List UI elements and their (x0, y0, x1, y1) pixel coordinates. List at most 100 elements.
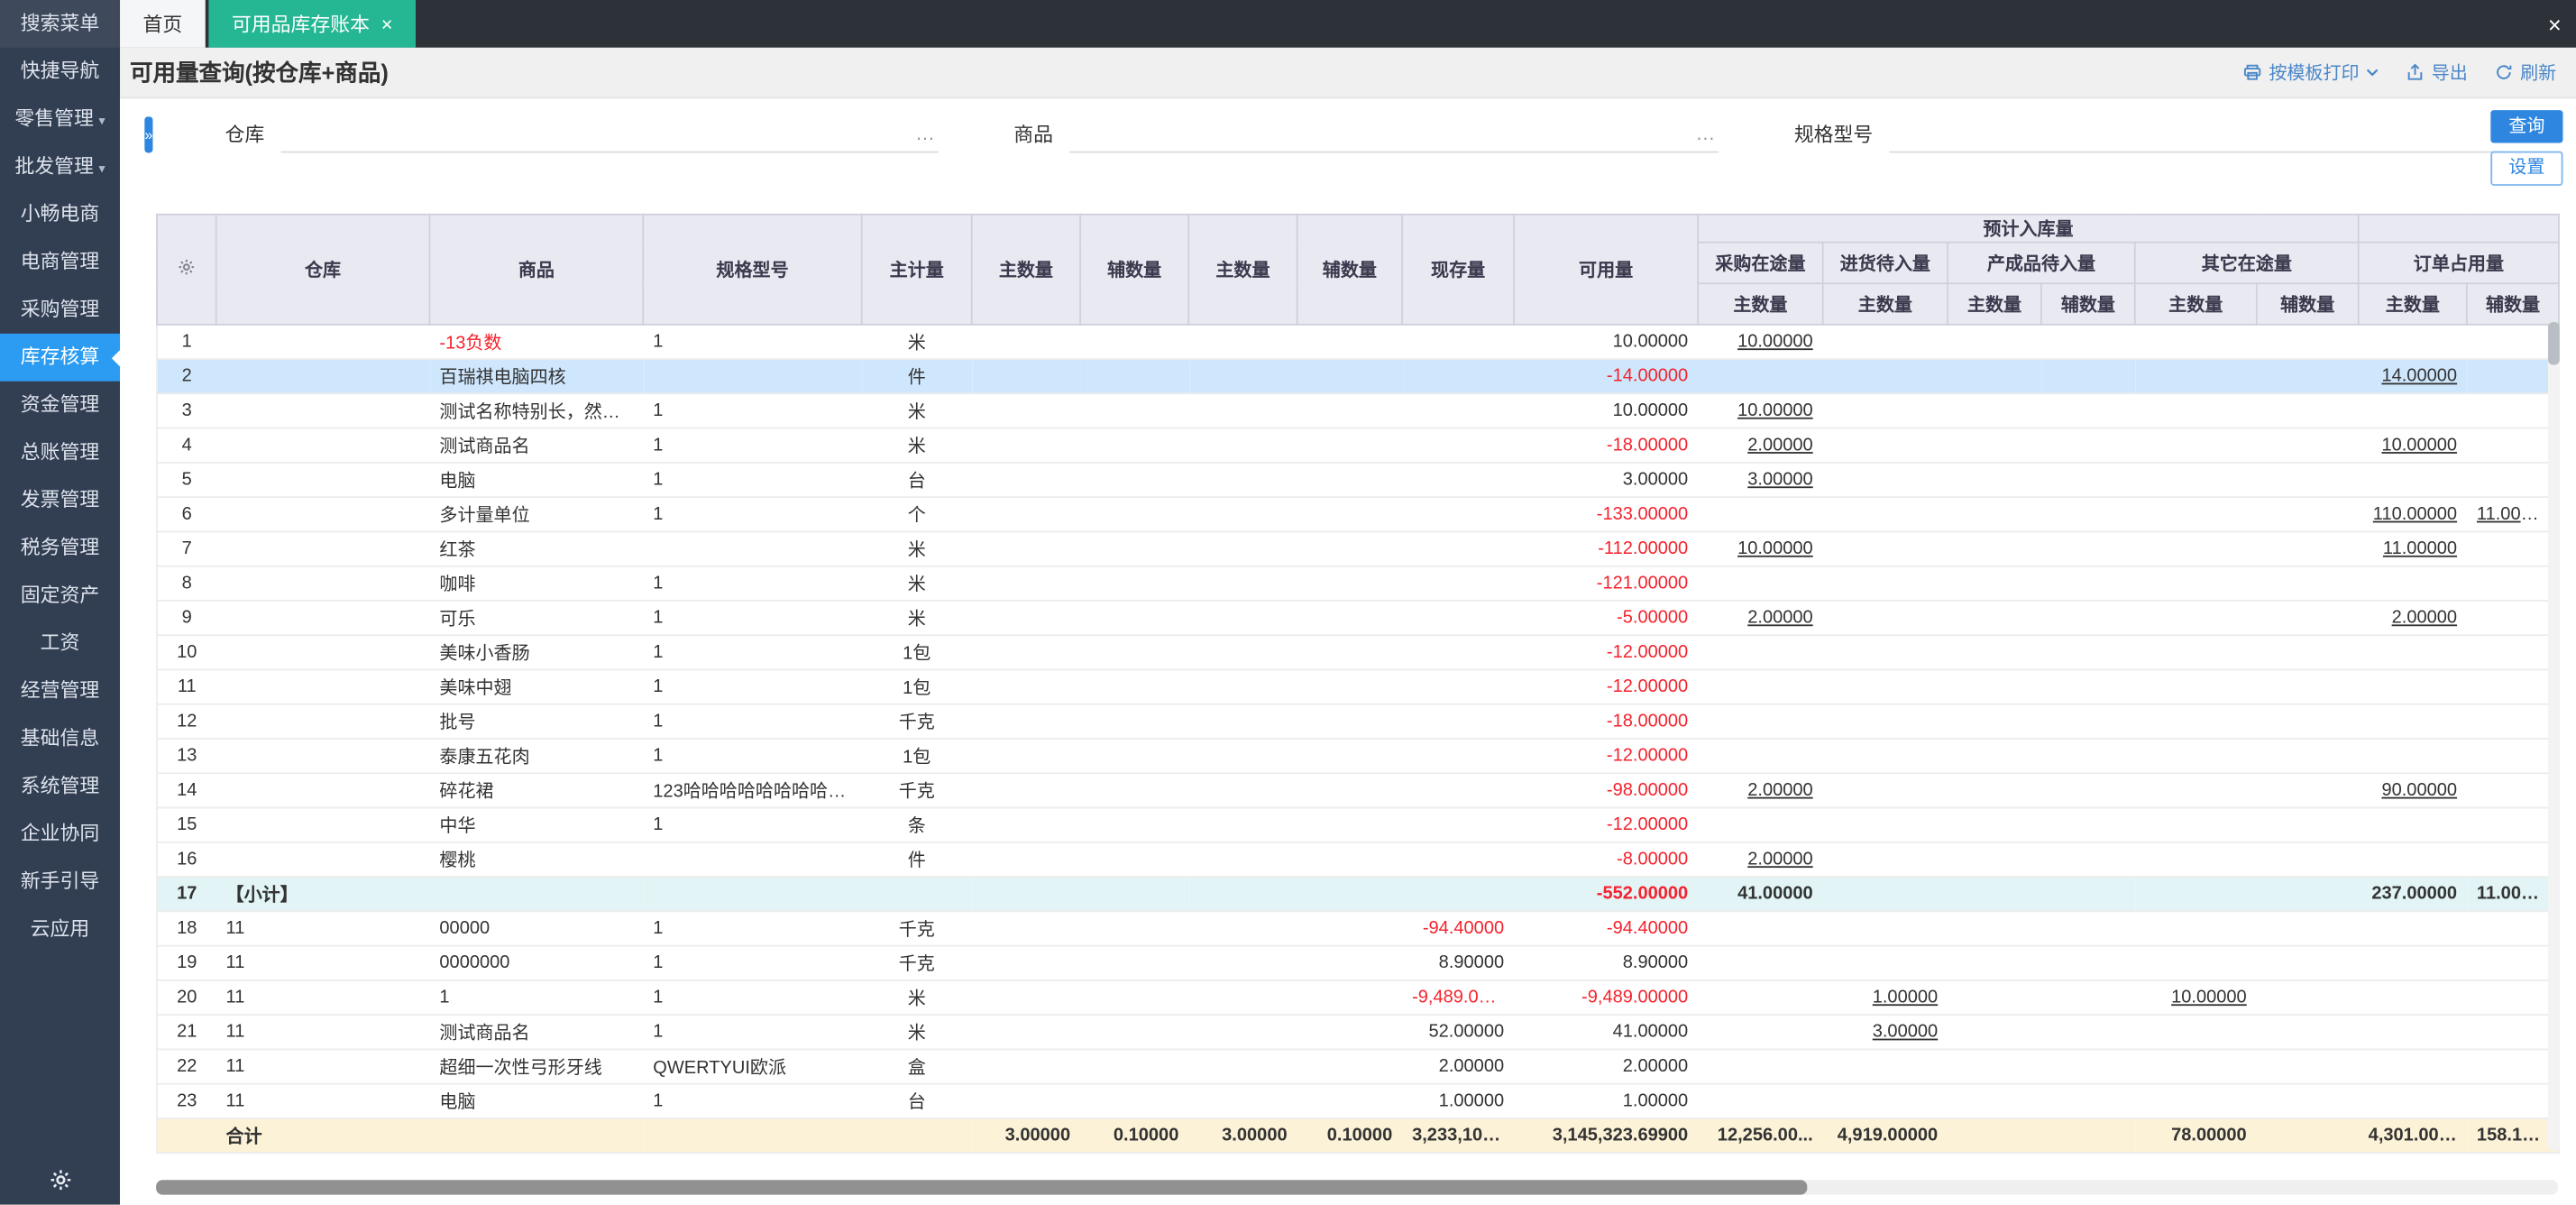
drilldown-link[interactable]: 2.00000 (1698, 773, 1823, 809)
tab-home[interactable]: 首页 (120, 0, 206, 48)
sidebar-item-xiaochang-ecommerce[interactable]: 小畅电商 (0, 190, 120, 238)
cell-product: 测试名称特别长，然后都新有没... (429, 393, 644, 429)
cell-value (1822, 324, 1948, 361)
cell-value (2466, 1083, 2560, 1119)
query-button[interactable]: 查询 (2490, 110, 2563, 144)
drilldown-link[interactable]: 10.00000 (1698, 324, 1823, 361)
drilldown-link[interactable]: 11.00000 (2358, 531, 2467, 567)
sidebar-item-payroll[interactable]: 工资 (0, 620, 120, 667)
subtotal-row[interactable]: 17 【小计】 -552.00000 41.00000 237.00000 11.0000… (156, 877, 2560, 913)
drilldown-link[interactable]: 10.00000 (1698, 393, 1823, 429)
cell-value (1188, 566, 1297, 602)
table-row[interactable]: 8 咖啡 1 米 -121.00000 (156, 566, 2560, 602)
drilldown-link[interactable]: 11.00000 (2466, 497, 2560, 533)
table-row[interactable]: 15 中华 1 条 -12.00000 (156, 807, 2560, 843)
vertical-scrollbar-thumb[interactable] (2548, 322, 2560, 365)
drilldown-link[interactable]: 90.00000 (2358, 773, 2467, 809)
table-row[interactable]: 18 11 00000 1 千克 -94.40000 -94.40000 (156, 911, 2560, 947)
sidebar-item-fixed-assets[interactable]: 固定资产 (0, 572, 120, 620)
drilldown-link[interactable]: 1.00000 (1822, 980, 1948, 1016)
table-row[interactable]: 19 11 0000000 1 千克 8.90000 8.90000 (156, 945, 2560, 981)
table-row[interactable]: 14 碎花裙123哈哈哈哈哈哈哈哈哈哈哈...千克 -98.000002.00000… (156, 773, 2560, 809)
cell-value (2358, 1049, 2467, 1085)
sidebar-item-funds[interactable]: 资金管理 (0, 382, 120, 429)
sidebar-item-tax[interactable]: 税务管理 (0, 524, 120, 572)
sidebar-item-quick-nav[interactable]: 快捷导航 (0, 48, 120, 96)
cell-value (2256, 1118, 2359, 1154)
drilldown-link[interactable]: 2.00000 (2358, 600, 2467, 637)
table-row[interactable]: 11 美味中翅 1 1包 -12.00000 (156, 669, 2560, 705)
column-header: 商品 (428, 213, 645, 326)
tab-available-ledger[interactable]: 可用品库存账本 × (208, 0, 417, 48)
collapse-filter-button[interactable]: » (144, 116, 153, 153)
product-input[interactable] (1069, 116, 1692, 150)
table-row[interactable]: 13 泰康五花肉 1 1包 -12.00000 (156, 739, 2560, 775)
table-row[interactable]: 4 测试商品名 1 米 -18.00000 2.00000 10.00000 (156, 428, 2560, 464)
grid-settings-button[interactable]: 设置 (2490, 152, 2563, 186)
refresh-button[interactable]: 刷新 (2494, 60, 2556, 86)
cell-value (2466, 1015, 2560, 1051)
warehouse-input[interactable] (280, 116, 912, 150)
horizontal-scrollbar[interactable] (156, 1180, 2559, 1195)
drilldown-link[interactable]: 10.00000 (2134, 980, 2257, 1016)
cell-warehouse (215, 566, 430, 602)
table-row[interactable]: 5 电脑 1 台 3.00000 3.00000 (156, 462, 2560, 499)
drilldown-link[interactable]: 10.00000 (2358, 428, 2467, 464)
sidebar-item-general-ledger[interactable]: 总账管理 (0, 429, 120, 477)
cell-spec: 123哈哈哈哈哈哈哈哈哈哈哈... (643, 773, 862, 809)
sidebar-item-cloud-apps[interactable]: 云应用 (0, 906, 120, 953)
refresh-icon (2497, 65, 2512, 79)
table-row[interactable]: 22 11 超细一次性弓形牙线 QWERTYUI欧派盒 2.00000 2.00000 (156, 1049, 2560, 1085)
sidebar-search-menu[interactable]: 搜索菜单 (0, 0, 121, 48)
print-by-template-button[interactable]: 按模板打印 (2242, 60, 2379, 86)
sidebar-item-retail[interactable]: 零售管理 ▾ (0, 96, 120, 143)
drilldown-link[interactable]: 2.00000 (1698, 842, 1823, 878)
settings-gear-icon[interactable] (0, 1169, 120, 1200)
drilldown-link[interactable]: 14.00000 (2358, 359, 2467, 395)
table-row[interactable]: 23 11 电脑 1 台 1.00000 1.00000 (156, 1083, 2560, 1119)
table-row[interactable]: 7 红茶 米 -112.00000 10.00000 11.00000 (156, 531, 2560, 567)
sidebar-item-wholesale[interactable]: 批发管理 ▾ (0, 143, 120, 191)
sidebar-item-system[interactable]: 系统管理 (0, 762, 120, 810)
sidebar-item-operations[interactable]: 经营管理 (0, 667, 120, 715)
table-row[interactable]: 10 美味小香肠 1 1包 -12.00000 (156, 635, 2560, 671)
sidebar-item-beginner-guide[interactable]: 新手引导 (0, 858, 120, 906)
drilldown-link[interactable]: 3.00000 (1822, 1015, 1948, 1051)
table-row[interactable]: 20 11 1 1 米 -9,489.000... -9,489.00000 1.00000 1… (156, 980, 2560, 1016)
close-all-tabs-icon[interactable]: × (2547, 10, 2562, 37)
table-row[interactable]: 16 樱桃 件 -8.00000 2.00000 (156, 842, 2560, 878)
sidebar-item-purchase[interactable]: 采购管理 (0, 286, 120, 334)
cell-value (1080, 842, 1189, 878)
product-picker-icon[interactable]: … (1695, 121, 1716, 145)
sidebar-item-collaboration[interactable]: 企业协同 (0, 810, 120, 858)
spec-input[interactable] (1889, 116, 2501, 150)
export-button[interactable]: 导出 (2406, 60, 2468, 86)
drilldown-link[interactable]: 10.00000 (1698, 531, 1823, 567)
horizontal-scrollbar-thumb[interactable] (156, 1180, 1808, 1195)
drilldown-link[interactable]: 2.00000 (1698, 428, 1823, 464)
table-row[interactable]: 1 -13负数 1 米 10.00000 10.00000 (156, 324, 2560, 361)
sidebar-item-basic-info[interactable]: 基础信息 (0, 715, 120, 763)
table-row[interactable]: 9 可乐 1 米 -5.00000 2.00000 2.00000 (156, 600, 2560, 637)
warehouse-picker-icon[interactable]: … (914, 121, 935, 145)
vertical-scrollbar[interactable] (2548, 322, 2560, 1151)
table-row[interactable]: 6 多计量单位 1 个 -133.00000 110.00000 11.00000 (156, 497, 2560, 533)
drilldown-link[interactable]: 110.00000 (2358, 497, 2467, 533)
drilldown-link[interactable]: 2.00000 (1698, 600, 1823, 637)
table-row[interactable]: 12 批号 1 千克 -18.00000 (156, 704, 2560, 740)
tab-close-icon[interactable]: × (380, 12, 393, 36)
cell-value (1948, 635, 2041, 671)
sidebar-item-invoice[interactable]: 发票管理 (0, 476, 120, 524)
cell-warehouse: 11 (215, 911, 430, 947)
table-row[interactable]: 2 百瑞祺电脑四核 件 -14.00000 14.00000 (156, 359, 2560, 395)
cell-value (2358, 704, 2467, 740)
drilldown-link[interactable]: 3.00000 (1698, 462, 1823, 499)
table-row[interactable]: 21 11 测试商品名 1 米 52.00000 41.00000 3.00000 (156, 1015, 2560, 1051)
column-settings-icon[interactable] (156, 213, 217, 326)
sidebar-item-inventory-accounting[interactable]: 库存核算 (0, 333, 121, 382)
cell-value (1080, 566, 1189, 602)
total-row[interactable]: 合计 3.00000 0.10000 3.00000 0.10000 3,233,105.… (156, 1118, 2560, 1154)
sidebar-item-ecommerce[interactable]: 电商管理 (0, 238, 120, 286)
cell-value (2256, 704, 2359, 740)
